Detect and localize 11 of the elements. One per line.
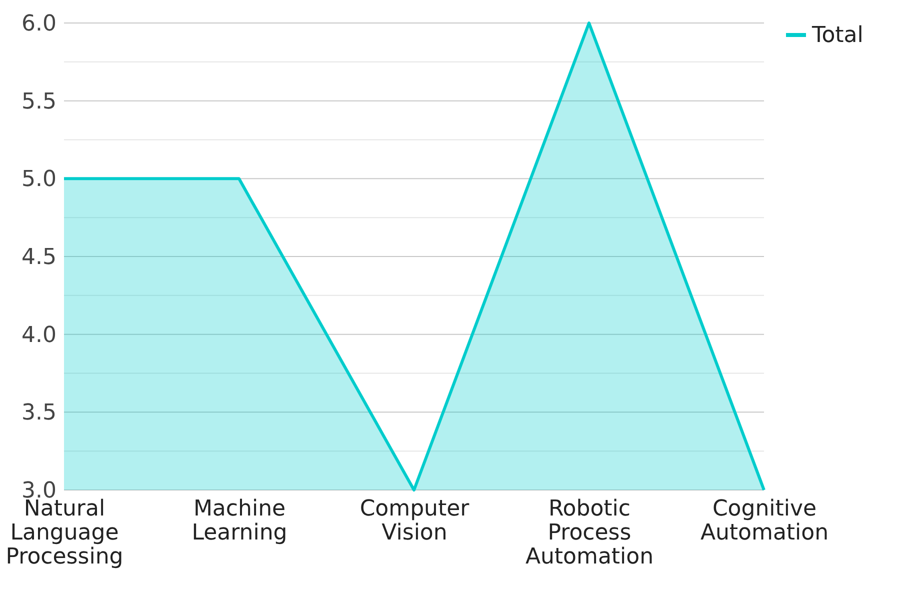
x-tick-label: Cognitive Automation — [700, 496, 829, 546]
y-tick-label: 5.5 — [22, 89, 56, 114]
x-tick-label: Robotic Process Automation — [525, 496, 654, 570]
x-tick-label: Computer Vision — [360, 496, 470, 546]
x-tick-label: Machine Learning — [192, 496, 288, 546]
y-tick-label: 3.5 — [22, 400, 56, 426]
y-tick-label: 6.0 — [22, 12, 56, 36]
y-tick-label: 5.0 — [22, 167, 56, 192]
y-tick-label: 4.0 — [22, 322, 56, 348]
y-tick-label: 4.5 — [22, 245, 56, 270]
legend-label: Total — [811, 23, 864, 48]
